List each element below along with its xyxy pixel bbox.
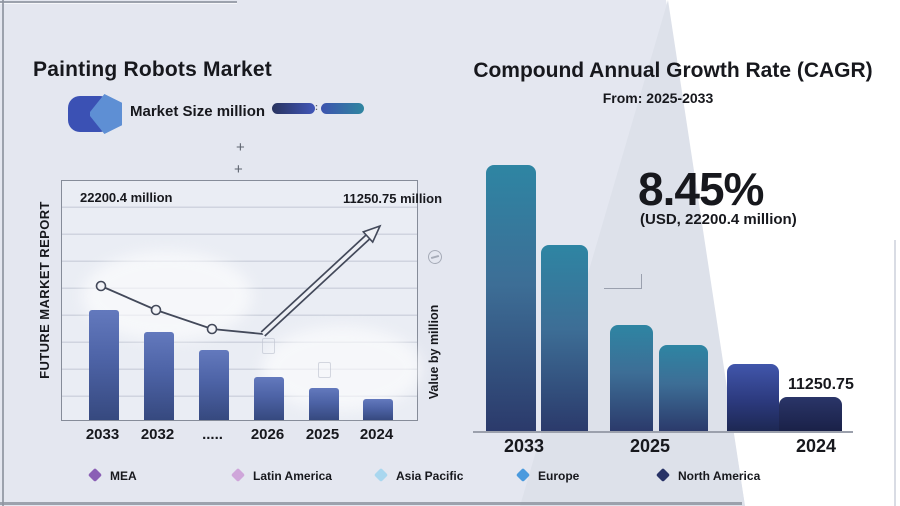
bar-2033 [89, 310, 119, 420]
note-icon [262, 338, 275, 354]
plus-mark-1: + [236, 139, 245, 156]
x-label: 2024 [359, 426, 394, 443]
legend-diamond-mea [87, 467, 103, 483]
x-label: 2033 [503, 436, 545, 456]
pill-separator: : [315, 102, 318, 112]
left-title: Painting Robots Market [33, 58, 272, 81]
frame-top-line [0, 1, 237, 3]
x-label: ..... [202, 426, 223, 443]
callout-value: 11250.75 [788, 376, 854, 393]
legend: MEA Latin America Asia Pacific Europe No… [0, 466, 900, 488]
legend-diamond-north-america [655, 467, 671, 483]
note-icon [318, 362, 331, 378]
bar-2025-a [610, 325, 653, 431]
cagr-value: 8.45% [638, 163, 764, 215]
bar-2024-b [779, 397, 842, 431]
legend-label: North America [678, 469, 761, 483]
bar-2033-b [541, 245, 588, 431]
gradient-pill-right [321, 103, 364, 114]
frame-bottom-line [0, 502, 742, 505]
frame-top-highlight [0, 3, 237, 4]
bar-2026 [254, 377, 284, 420]
frame-right-line [894, 240, 896, 506]
legend-label: MEA [110, 469, 137, 483]
right-chart-axis [473, 431, 853, 433]
legend-diamond-latin-america [230, 467, 246, 483]
legend-diamond-asia-pacific [373, 467, 389, 483]
gradient-pill-left [272, 103, 315, 114]
minus-line [430, 254, 439, 259]
value-label-left: 22200.4 million [80, 190, 173, 205]
bar-dots [199, 350, 229, 420]
corner-bracket-icon [604, 274, 642, 289]
right-title: Compound Annual Growth Rate (CAGR) [473, 59, 873, 82]
bar-2032 [144, 332, 174, 420]
bar-2033-a [486, 165, 536, 431]
legend-diamond-europe [515, 467, 531, 483]
x-label: 2033 [85, 426, 120, 443]
legend-label: Latin America [253, 469, 332, 483]
bar-2025-b [659, 345, 708, 431]
left-chart-axis-label: Value by million [427, 304, 441, 400]
left-chart-side-label: FUTURE MARKET REPORT [37, 201, 52, 379]
bar-2024 [363, 399, 393, 420]
plus-mark-2: + [234, 161, 243, 178]
x-label: 2026 [250, 426, 285, 443]
left-chart: 22200.4 million 11250.75 million [61, 180, 442, 421]
chart-cloud-shape [262, 326, 422, 411]
trend-line-and-arrow-icon [95, 224, 382, 337]
market-size-icon [68, 94, 122, 134]
legend-label: Europe [538, 469, 580, 483]
x-label: 2025 [629, 436, 671, 456]
minus-circle-icon [426, 248, 444, 266]
frame-left-line [2, 0, 4, 506]
right-subtitle: From: 2025-2033 [602, 90, 714, 106]
bar-2025 [309, 388, 339, 420]
bar-2024-a [727, 364, 779, 431]
cagr-caption: (USD, 22200.4 million) [640, 211, 797, 228]
value-label-right: 11250.75 million [343, 191, 443, 206]
legend-label: Asia Pacific [396, 469, 464, 483]
x-label: 2025 [305, 426, 340, 443]
x-label: 2032 [140, 426, 175, 443]
x-label: 2024 [795, 436, 837, 456]
series-label: Market Size million [130, 103, 266, 120]
